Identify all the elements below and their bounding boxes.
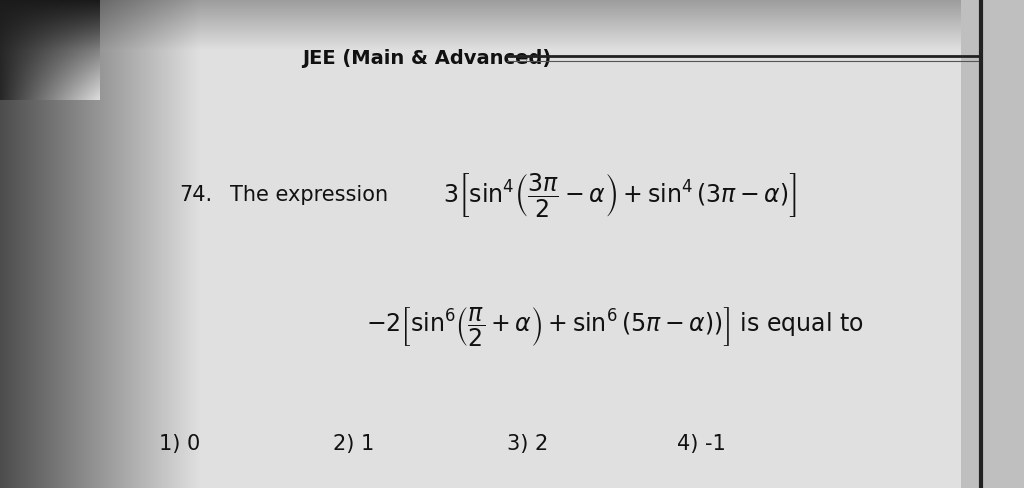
- Text: 1) 0: 1) 0: [159, 434, 200, 454]
- Text: JEE (Main & Advanced): JEE (Main & Advanced): [302, 49, 551, 68]
- Text: $-2\left[\sin^6\!\left(\dfrac{\pi}{2}+\alpha\right)+\sin^6(5\pi-\alpha))\right]$: $-2\left[\sin^6\!\left(\dfrac{\pi}{2}+\a…: [366, 305, 863, 348]
- Text: 4) -1: 4) -1: [677, 434, 726, 454]
- Text: 2) 1: 2) 1: [333, 434, 374, 454]
- Text: 3) 2: 3) 2: [507, 434, 548, 454]
- Text: The expression: The expression: [230, 185, 388, 205]
- Text: $3\left[\sin^4\!\left(\dfrac{3\pi}{2}-\alpha\right)+\sin^4(3\pi-\alpha)\right]$: $3\left[\sin^4\!\left(\dfrac{3\pi}{2}-\a…: [442, 171, 797, 219]
- Text: 74.: 74.: [179, 185, 212, 205]
